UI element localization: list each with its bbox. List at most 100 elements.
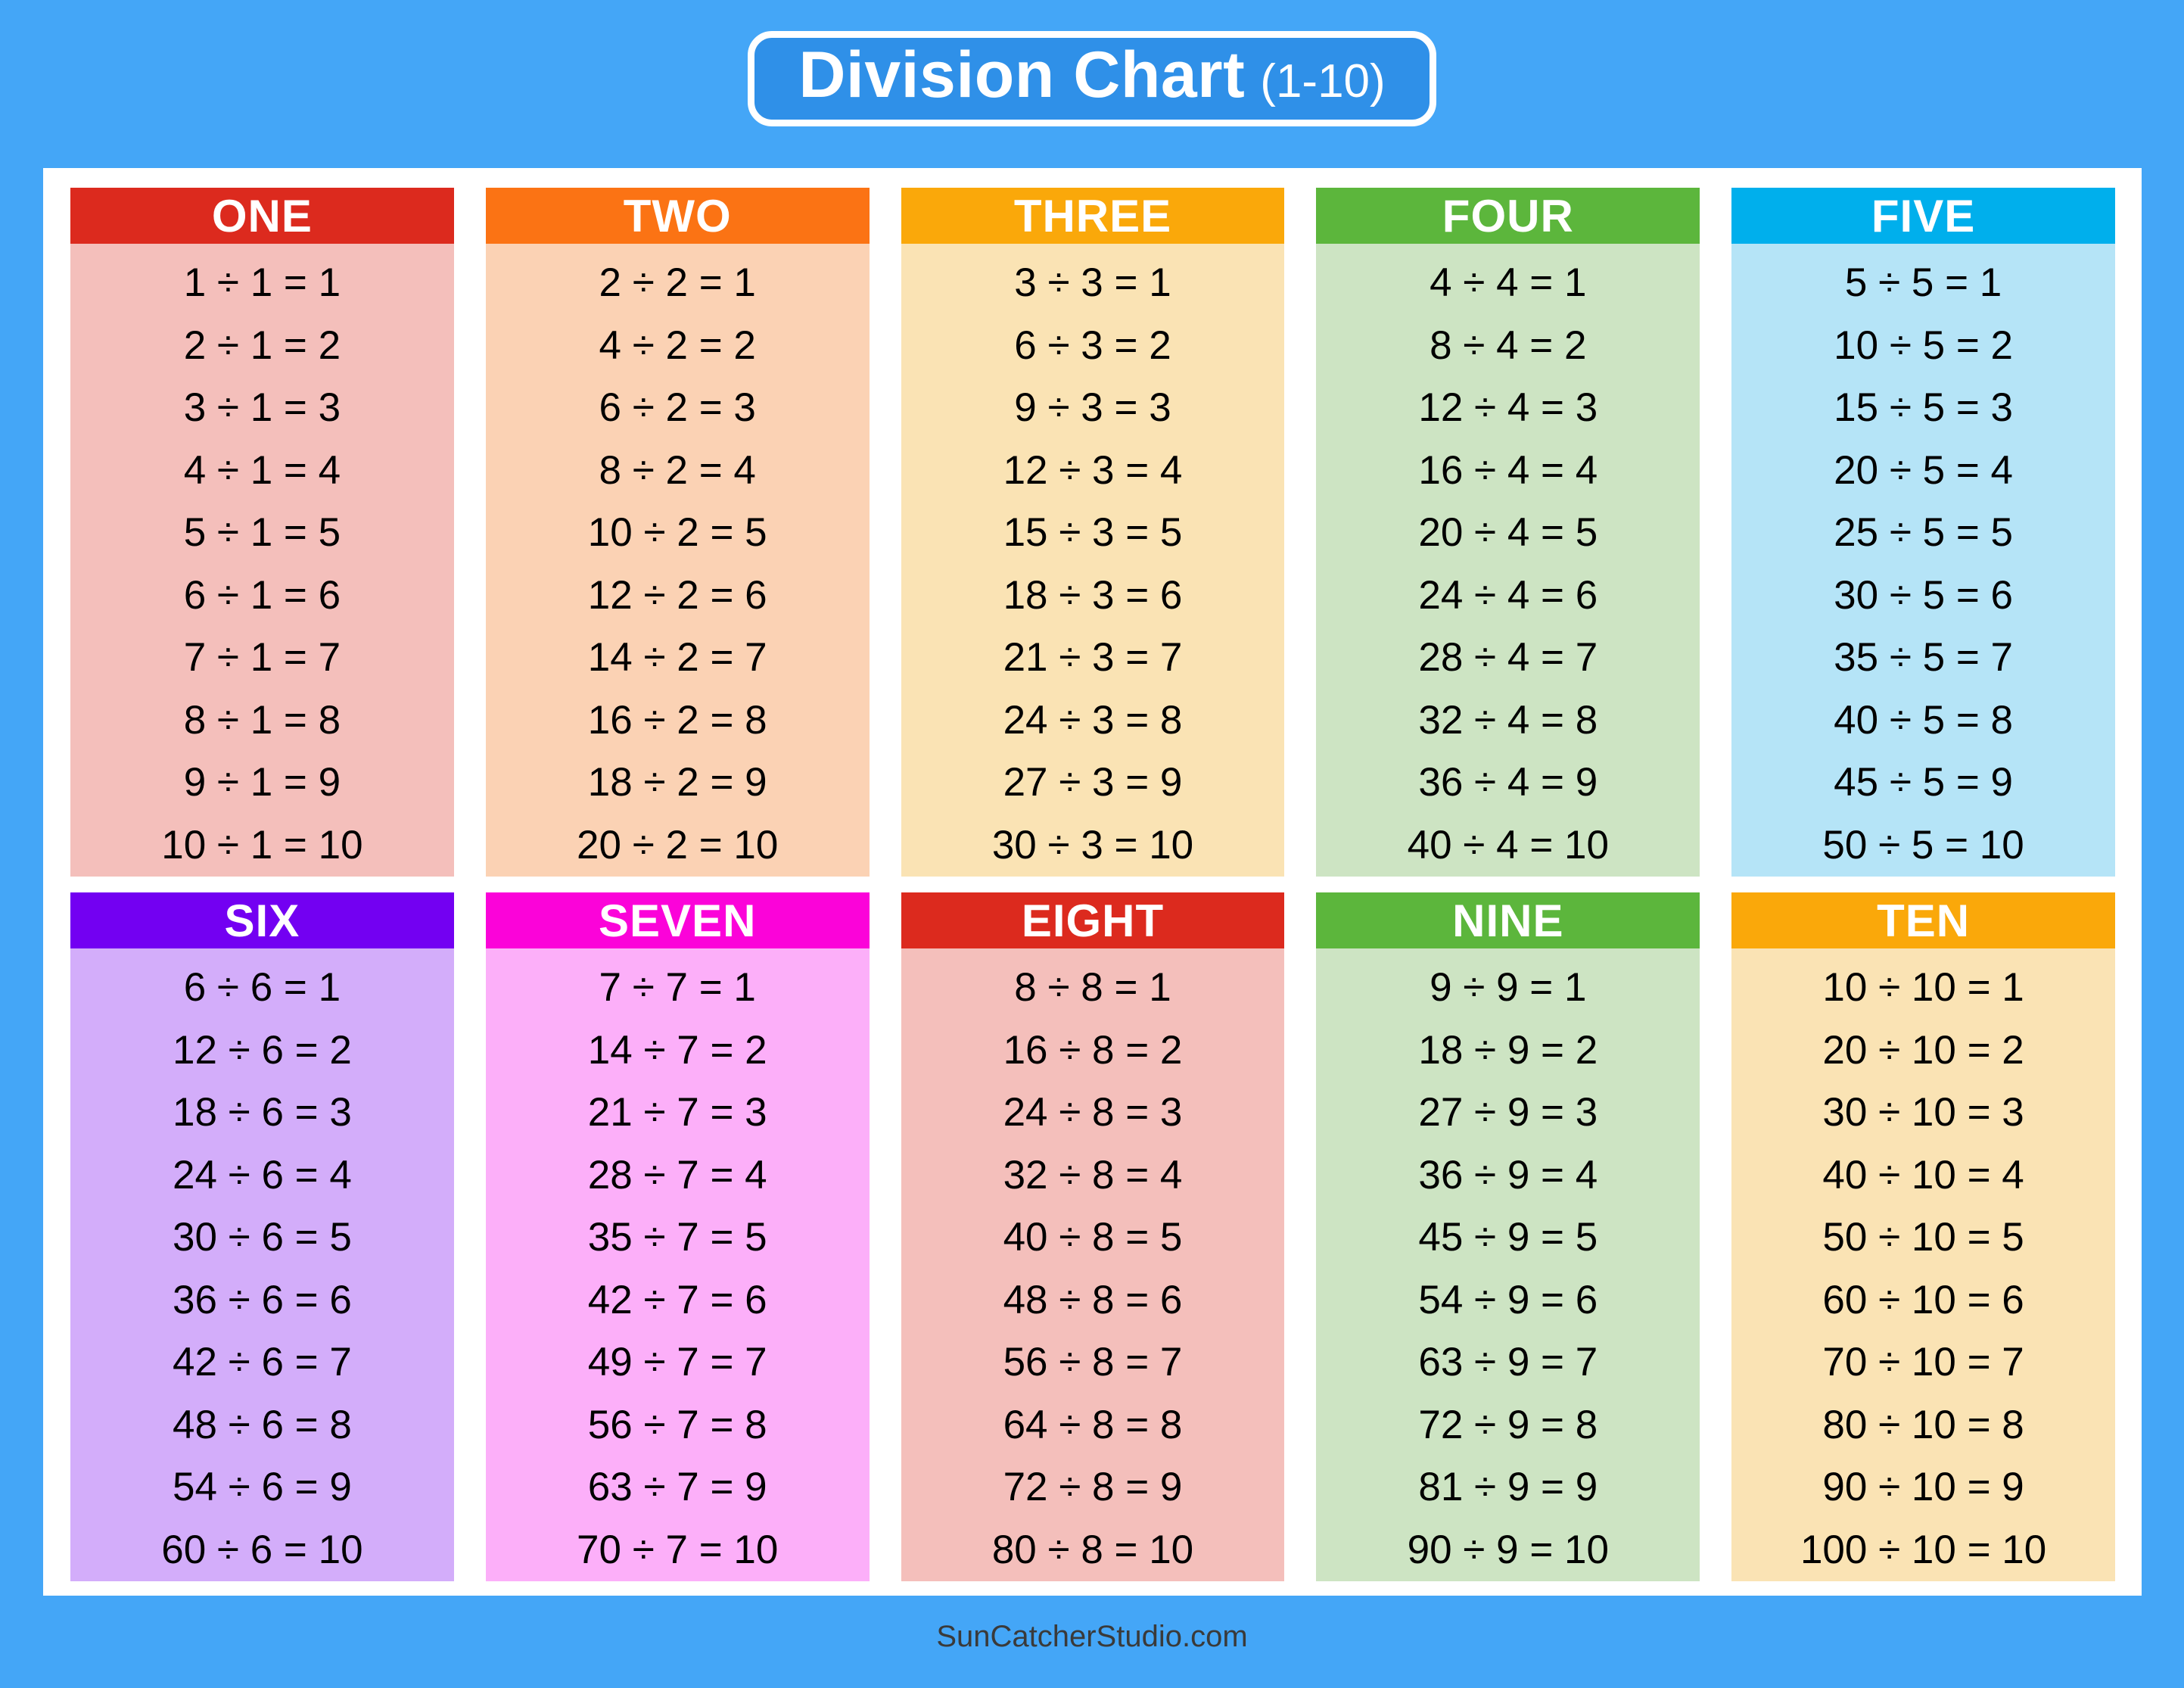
equation-row: 14 ÷ 7 = 2 [587, 1027, 767, 1073]
equation-row: 24 ÷ 8 = 3 [1003, 1090, 1183, 1135]
card-body-two: 2 ÷ 2 = 1 4 ÷ 2 = 2 6 ÷ 2 = 3 8 ÷ 2 = 4 10 ÷… [485, 244, 870, 877]
card-body-ten: 10 ÷ 10 = 1 20 ÷ 10 = 2 30 ÷ 10 = 3 40 ÷ 10… [1731, 948, 2115, 1581]
equation-row: 40 ÷ 5 = 8 [1834, 697, 2013, 743]
equation-row: 45 ÷ 9 = 5 [1418, 1215, 1598, 1260]
equation-row: 6 ÷ 1 = 6 [183, 572, 341, 618]
equation-row: 21 ÷ 3 = 7 [1003, 635, 1183, 680]
page-title: Division Chart [798, 39, 1246, 111]
equation-row: 35 ÷ 5 = 7 [1834, 635, 2013, 680]
chart-title-badge: Division Chart (1-10) [748, 31, 1436, 126]
equation-row: 10 ÷ 5 = 2 [1834, 322, 2013, 368]
equation-row: 42 ÷ 7 = 6 [587, 1277, 767, 1322]
equation-row: 72 ÷ 9 = 8 [1418, 1402, 1598, 1447]
equation-row: 24 ÷ 6 = 4 [172, 1152, 352, 1197]
equation-row: 90 ÷ 10 = 9 [1822, 1465, 2024, 1510]
equation-row: 40 ÷ 4 = 10 [1407, 822, 1609, 867]
equation-row: 10 ÷ 2 = 5 [587, 510, 767, 556]
card-header-seven: SEVEN [485, 892, 870, 949]
equation-row: 15 ÷ 3 = 5 [1003, 510, 1183, 556]
equation-row: 6 ÷ 2 = 3 [599, 385, 756, 431]
equation-row: 81 ÷ 9 = 9 [1418, 1465, 1598, 1510]
division-card-one: ONE 1 ÷ 1 = 1 2 ÷ 1 = 2 3 ÷ 1 = 3 4 ÷ 1 = 4 5… [70, 188, 454, 877]
equation-row: 30 ÷ 6 = 5 [172, 1215, 352, 1260]
equation-row: 6 ÷ 3 = 2 [1014, 322, 1171, 368]
equation-row: 36 ÷ 9 = 4 [1418, 1152, 1598, 1197]
equation-row: 12 ÷ 6 = 2 [172, 1027, 352, 1073]
division-card-three: THREE 3 ÷ 3 = 1 6 ÷ 3 = 2 9 ÷ 3 = 3 12 ÷ 3 =… [901, 188, 1285, 877]
equation-row: 35 ÷ 7 = 5 [587, 1215, 767, 1260]
equation-row: 24 ÷ 3 = 8 [1003, 697, 1183, 743]
equation-row: 8 ÷ 1 = 8 [183, 697, 341, 743]
equation-row: 48 ÷ 6 = 8 [172, 1402, 352, 1447]
equation-row: 18 ÷ 6 = 3 [172, 1090, 352, 1135]
equation-row: 28 ÷ 4 = 7 [1418, 635, 1598, 680]
footer-attribution: SunCatcherStudio.com [936, 1620, 1248, 1653]
division-card-five: FIVE 5 ÷ 5 = 1 10 ÷ 5 = 2 15 ÷ 5 = 3 20 ÷ 5 … [1731, 188, 2115, 877]
equation-row: 7 ÷ 7 = 1 [599, 965, 756, 1011]
division-card-ten: TEN 10 ÷ 10 = 1 20 ÷ 10 = 2 30 ÷ 10 = 3 40 ÷… [1731, 892, 2115, 1581]
equation-row: 30 ÷ 5 = 6 [1834, 572, 2013, 618]
equation-row: 1 ÷ 1 = 1 [183, 260, 341, 306]
equation-row: 64 ÷ 8 = 8 [1003, 1402, 1183, 1447]
card-header-ten: TEN [1731, 892, 2115, 949]
equation-row: 40 ÷ 10 = 4 [1822, 1152, 2024, 1197]
equation-row: 60 ÷ 6 = 10 [161, 1527, 363, 1572]
card-body-six: 6 ÷ 6 = 1 12 ÷ 6 = 2 18 ÷ 6 = 3 24 ÷ 6 = 4 3… [70, 948, 454, 1581]
equation-row: 8 ÷ 8 = 1 [1014, 965, 1171, 1011]
equation-row: 16 ÷ 4 = 4 [1418, 447, 1598, 493]
equation-row: 16 ÷ 2 = 8 [587, 697, 767, 743]
equation-row: 80 ÷ 10 = 8 [1822, 1402, 2024, 1447]
equation-row: 15 ÷ 5 = 3 [1834, 385, 2013, 431]
equation-row: 32 ÷ 8 = 4 [1003, 1152, 1183, 1197]
equation-row: 18 ÷ 2 = 9 [587, 760, 767, 805]
division-card-nine: NINE 9 ÷ 9 = 1 18 ÷ 9 = 2 27 ÷ 9 = 3 36 ÷ 9 … [1316, 892, 1700, 1581]
chart-title-container: Division Chart (1-10) [0, 18, 2184, 139]
chart-panel: ONE 1 ÷ 1 = 1 2 ÷ 1 = 2 3 ÷ 1 = 3 4 ÷ 1 = 4 5… [43, 168, 2142, 1596]
equation-row: 20 ÷ 2 = 10 [577, 822, 779, 867]
card-header-one: ONE [70, 188, 454, 244]
division-card-eight: EIGHT 8 ÷ 8 = 1 16 ÷ 8 = 2 24 ÷ 8 = 3 32 ÷ 8… [901, 892, 1285, 1581]
equation-row: 4 ÷ 1 = 4 [183, 447, 341, 493]
equation-row: 14 ÷ 2 = 7 [587, 635, 767, 680]
card-body-one: 1 ÷ 1 = 1 2 ÷ 1 = 2 3 ÷ 1 = 3 4 ÷ 1 = 4 5 ÷ … [70, 244, 454, 877]
equation-row: 8 ÷ 4 = 2 [1430, 322, 1587, 368]
equation-row: 36 ÷ 6 = 6 [172, 1277, 352, 1322]
equation-row: 27 ÷ 9 = 3 [1418, 1090, 1598, 1135]
equation-row: 25 ÷ 5 = 5 [1834, 510, 2013, 556]
equation-row: 72 ÷ 8 = 9 [1003, 1465, 1183, 1510]
equation-row: 4 ÷ 2 = 2 [599, 322, 756, 368]
equation-row: 90 ÷ 9 = 10 [1407, 1527, 1609, 1572]
equation-row: 4 ÷ 4 = 1 [1430, 260, 1587, 306]
equation-row: 50 ÷ 10 = 5 [1822, 1215, 2024, 1260]
equation-row: 30 ÷ 3 = 10 [991, 822, 1194, 867]
card-header-six: SIX [70, 892, 454, 949]
equation-row: 49 ÷ 7 = 7 [587, 1340, 767, 1385]
equation-row: 20 ÷ 10 = 2 [1822, 1027, 2024, 1073]
equation-row: 80 ÷ 8 = 10 [991, 1527, 1194, 1572]
equation-row: 6 ÷ 6 = 1 [183, 965, 341, 1011]
equation-row: 50 ÷ 5 = 10 [1822, 822, 2024, 867]
card-header-two: TWO [485, 188, 870, 244]
card-body-eight: 8 ÷ 8 = 1 16 ÷ 8 = 2 24 ÷ 8 = 3 32 ÷ 8 = 4 4… [901, 948, 1285, 1581]
equation-row: 2 ÷ 2 = 1 [599, 260, 756, 306]
equation-row: 12 ÷ 3 = 4 [1003, 447, 1183, 493]
equation-row: 21 ÷ 7 = 3 [587, 1090, 767, 1135]
equation-row: 3 ÷ 1 = 3 [183, 385, 341, 431]
equation-row: 7 ÷ 1 = 7 [183, 635, 341, 680]
division-card-seven: SEVEN 7 ÷ 7 = 1 14 ÷ 7 = 2 21 ÷ 7 = 3 28 ÷ 7… [485, 892, 870, 1581]
equation-row: 10 ÷ 1 = 10 [161, 822, 363, 867]
equation-row: 2 ÷ 1 = 2 [183, 322, 341, 368]
card-body-four: 4 ÷ 4 = 1 8 ÷ 4 = 2 12 ÷ 4 = 3 16 ÷ 4 = 4 20… [1316, 244, 1700, 877]
equation-row: 3 ÷ 3 = 1 [1014, 260, 1171, 306]
equation-row: 30 ÷ 10 = 3 [1822, 1090, 2024, 1135]
equation-row: 63 ÷ 9 = 7 [1418, 1340, 1598, 1385]
equation-row: 32 ÷ 4 = 8 [1418, 697, 1598, 743]
equation-row: 56 ÷ 7 = 8 [587, 1402, 767, 1447]
card-header-nine: NINE [1316, 892, 1700, 949]
page-title-range: (1-10) [1260, 55, 1386, 107]
equation-row: 27 ÷ 3 = 9 [1003, 760, 1183, 805]
chart-row-top: ONE 1 ÷ 1 = 1 2 ÷ 1 = 2 3 ÷ 1 = 3 4 ÷ 1 = 4 5… [70, 188, 2115, 877]
equation-row: 16 ÷ 8 = 2 [1003, 1027, 1183, 1073]
equation-row: 48 ÷ 8 = 6 [1003, 1277, 1183, 1322]
